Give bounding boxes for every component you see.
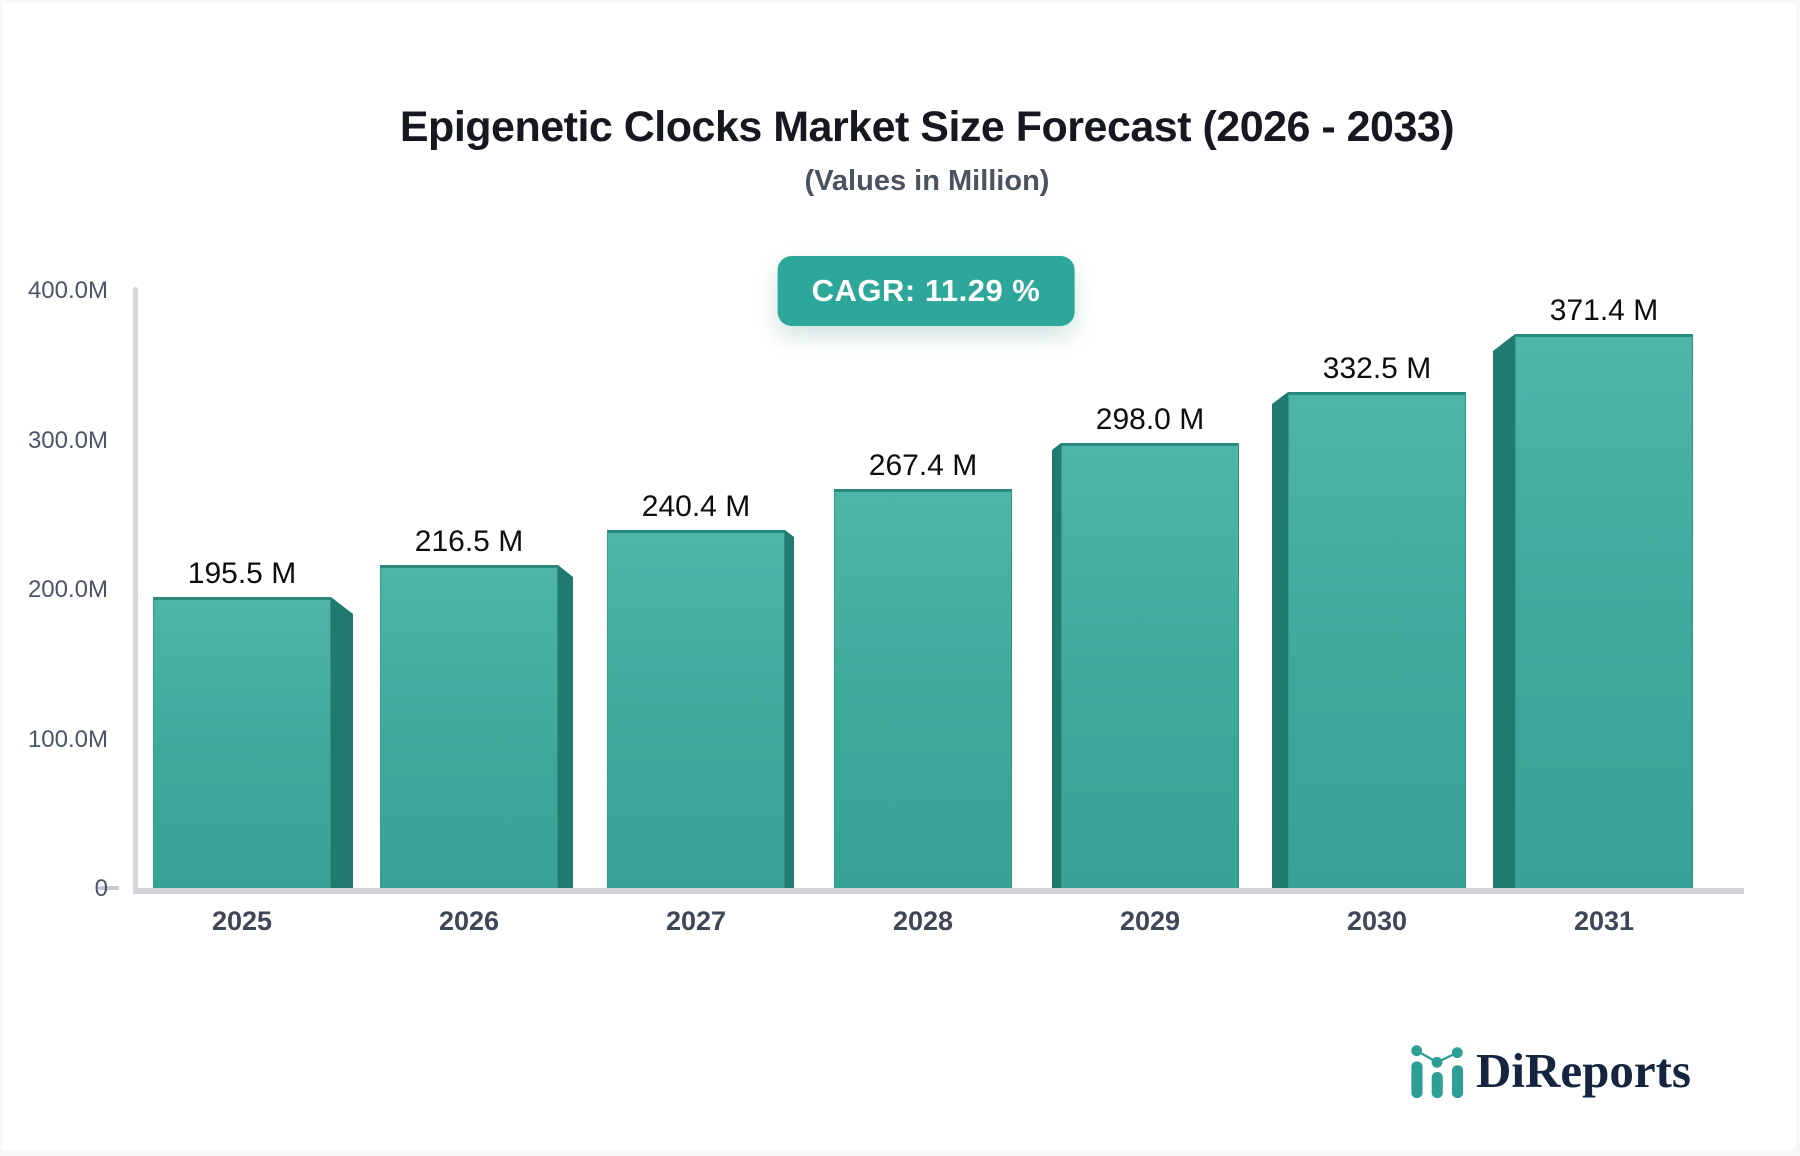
x-axis-label-2027: 2027 bbox=[665, 906, 727, 936]
x-axis-label-2028: 2028 bbox=[892, 906, 954, 936]
chart-canvas: Epigenetic Clocks Market Size Forecast (… bbox=[2, 3, 1796, 1150]
zero-tick-mark bbox=[98, 886, 119, 890]
cagr-badge: CAGR: 11.29 % bbox=[777, 256, 1075, 326]
bar-value-label: 216.5 M bbox=[414, 525, 524, 558]
bar-2028 bbox=[834, 489, 1012, 889]
y-axis-label: 400.0M bbox=[27, 277, 108, 304]
bar-value-label: 298.0 M bbox=[1095, 403, 1205, 436]
y-axis-label: 200.0M bbox=[27, 576, 108, 603]
x-axis-label-2029: 2029 bbox=[1119, 906, 1181, 936]
direports-logo: DiReports bbox=[1408, 1039, 1691, 1103]
bar-2027 bbox=[607, 530, 785, 889]
bar-value-label: 332.5 M bbox=[1322, 352, 1432, 385]
x-axis-label-2030: 2030 bbox=[1346, 906, 1408, 936]
bar-side-face bbox=[785, 530, 794, 889]
chart-subtitle: (Values in Million) bbox=[804, 165, 1050, 197]
bar-2025 bbox=[153, 597, 331, 889]
direports-logo-text: DiReports bbox=[1475, 1043, 1691, 1098]
x-axis-label-2026: 2026 bbox=[438, 906, 500, 936]
y-axis-label: 0 bbox=[94, 875, 108, 902]
bar-side-face bbox=[331, 597, 353, 889]
bar-side-face bbox=[1493, 334, 1515, 889]
bar-2026 bbox=[380, 565, 558, 889]
bar-side-face bbox=[558, 565, 573, 889]
x-axis-label-2025: 2025 bbox=[211, 906, 273, 936]
x-axis-label-2031: 2031 bbox=[1573, 906, 1635, 936]
bar-value-label: 240.4 M bbox=[641, 490, 751, 523]
direports-logo-icon bbox=[1408, 1042, 1466, 1100]
chart-title: Epigenetic Clocks Market Size Forecast (… bbox=[399, 103, 1455, 151]
y-axis-label: 300.0M bbox=[27, 426, 108, 454]
bar-side-face bbox=[1272, 392, 1288, 889]
bar-2029 bbox=[1061, 443, 1239, 889]
bar-value-label: 371.4 M bbox=[1549, 294, 1659, 327]
y-axis-line bbox=[133, 287, 138, 894]
bar-2030 bbox=[1288, 392, 1466, 889]
bar-side-face bbox=[1052, 443, 1061, 889]
x-axis-baseline bbox=[133, 888, 1744, 894]
bar-2031 bbox=[1515, 334, 1693, 889]
bar-value-label: 195.5 M bbox=[187, 557, 297, 590]
bar-value-label: 267.4 M bbox=[868, 449, 978, 482]
y-axis-label: 100.0M bbox=[27, 725, 108, 753]
